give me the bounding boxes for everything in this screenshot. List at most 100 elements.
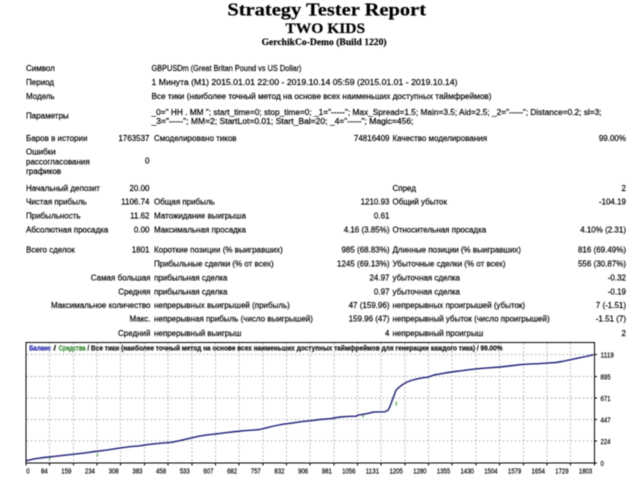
svg-text:Смоделировано тиков: Смоделировано тиков — [154, 134, 237, 143]
svg-text:224: 224 — [601, 437, 611, 446]
svg-text:682: 682 — [227, 467, 237, 476]
svg-text:_0=" HH . MM "; start_time=0;: _0=" HH . MM "; start_time=0; stop_time=… — [150, 108, 601, 117]
svg-text:533: 533 — [180, 467, 190, 476]
svg-text:84: 84 — [41, 467, 48, 476]
svg-text:Всего сделок: Всего сделок — [26, 245, 75, 254]
svg-text:непрерывный проигрыш: непрерывный проигрыш — [393, 329, 484, 338]
svg-text:Баланс / Средства / Все тики (: Баланс / Средства / Все тики (наиболее т… — [29, 343, 503, 352]
svg-text:0.00: 0.00 — [134, 225, 150, 234]
svg-text:159.96 (47): 159.96 (47) — [349, 315, 390, 324]
svg-text:11.62: 11.62 — [130, 211, 150, 220]
svg-text:Общий убыток: Общий убыток — [393, 198, 448, 207]
svg-text:308: 308 — [109, 467, 119, 476]
svg-text:0: 0 — [26, 467, 29, 476]
svg-text:-104.19: -104.19 — [599, 198, 627, 207]
svg-text:447: 447 — [601, 416, 611, 425]
svg-text:Качество моделирования: Качество моделирования — [393, 134, 488, 143]
svg-text:непрерывный выигрыш: непрерывный выигрыш — [154, 329, 241, 338]
svg-text:Символ: Символ — [26, 64, 55, 73]
svg-text:1654: 1654 — [532, 467, 545, 476]
svg-text:607: 607 — [203, 467, 213, 476]
svg-text:убыточная сделка: убыточная сделка — [393, 287, 461, 296]
svg-text:2: 2 — [622, 329, 627, 338]
svg-text:прибыльная сделка: прибыльная сделка — [154, 287, 228, 296]
svg-text:1504: 1504 — [484, 467, 497, 476]
svg-text:1803: 1803 — [579, 467, 592, 476]
svg-text:1205: 1205 — [389, 467, 402, 476]
svg-text:1106.74: 1106.74 — [121, 198, 150, 207]
svg-text:1430: 1430 — [461, 467, 474, 476]
svg-text:-1.51 (7): -1.51 (7) — [596, 315, 627, 324]
svg-text:Макс.: Макс. — [129, 315, 150, 324]
svg-text:Модель: Модель — [26, 92, 55, 101]
svg-text:убыточная сделка: убыточная сделка — [393, 273, 461, 282]
svg-text:Абсолютная просадка: Абсолютная просадка — [26, 225, 109, 234]
svg-text:1729: 1729 — [555, 467, 568, 476]
svg-text:383: 383 — [132, 467, 142, 476]
svg-text:1056: 1056 — [342, 467, 355, 476]
svg-text:159: 159 — [61, 467, 71, 476]
svg-text:Начальный депозит: Начальный депозит — [26, 184, 100, 193]
svg-text:895: 895 — [601, 372, 611, 381]
svg-text:47 (159.96): 47 (159.96) — [349, 301, 390, 310]
svg-text:Максимальная просадка: Максимальная просадка — [154, 225, 246, 234]
svg-text:Баров в истории: Баров в истории — [26, 134, 87, 143]
svg-text:Ошибки: Ошибки — [26, 147, 56, 156]
svg-text:Короткие позиции (% выигравших: Короткие позиции (% выигравших) — [154, 245, 283, 254]
svg-text:1131: 1131 — [366, 467, 379, 476]
svg-text:4: 4 — [385, 329, 390, 338]
svg-text:непрерывных проигрышей (убыток: непрерывных проигрышей (убыток) — [393, 301, 526, 310]
svg-text:непрерывный убыток (число прои: непрерывный убыток (число проигрышей) — [393, 315, 550, 324]
svg-text:прибыльная сделка: прибыльная сделка — [154, 273, 228, 282]
svg-text:816 (69.49%): 816 (69.49%) — [578, 245, 626, 254]
svg-text:непрерывных выигрышей (прибыль: непрерывных выигрышей (прибыль) — [154, 301, 290, 310]
svg-text:TWO KIDS: TWO KIDS — [285, 21, 365, 37]
svg-text:556 (30.87%): 556 (30.87%) — [578, 260, 626, 269]
svg-text:Общая прибыль: Общая прибыль — [154, 198, 215, 207]
svg-text:0.97: 0.97 — [374, 287, 390, 296]
svg-text:0.61: 0.61 — [374, 211, 390, 220]
svg-text:Все тики (наиболее точный мето: Все тики (наиболее точный метод на основ… — [152, 92, 492, 101]
svg-text:234: 234 — [85, 467, 95, 476]
svg-text:757: 757 — [251, 467, 261, 476]
svg-text:Strategy Tester Report: Strategy Tester Report — [227, 0, 426, 20]
svg-text:458: 458 — [156, 467, 166, 476]
svg-text:1763537: 1763537 — [118, 134, 150, 143]
svg-text:832: 832 — [274, 467, 284, 476]
svg-text:1210.93: 1210.93 — [361, 198, 390, 207]
svg-text:Относительная просадка: Относительная просадка — [393, 225, 487, 234]
svg-text:1245 (69.13%): 1245 (69.13%) — [337, 260, 390, 269]
svg-text:Убыточные сделки (% от всех): Убыточные сделки (% от всех) — [393, 260, 506, 269]
svg-text:GBPUSDm (Great Britan Pound vs: GBPUSDm (Great Britan Pound vs US Dollar… — [152, 64, 302, 73]
svg-text:непрерывная прибыль (число выи: непрерывная прибыль (число выигрышей) — [154, 315, 313, 324]
svg-text:1119: 1119 — [601, 351, 614, 360]
svg-text:981: 981 — [322, 467, 332, 476]
svg-text:рассогласования: рассогласования — [26, 157, 90, 166]
svg-text:1 Минута (M1) 2015.01.01 22:00: 1 Минута (M1) 2015.01.01 22:00 - 2019.10… — [152, 78, 458, 87]
svg-text:_3="-----"; MM=2; StartLot=0.0: _3="-----"; MM=2; StartLot=0.01; Start_B… — [150, 117, 413, 126]
svg-text:GerchikCo-Demo (Build 1220): GerchikCo-Demo (Build 1220) — [262, 37, 387, 48]
svg-text:графиков: графиков — [26, 167, 61, 176]
svg-text:74816409: 74816409 — [354, 134, 390, 143]
svg-text:0: 0 — [145, 157, 150, 166]
svg-text:Прибыльность: Прибыльность — [26, 211, 81, 220]
svg-text:1280: 1280 — [413, 467, 426, 476]
svg-text:4.10% (2.31): 4.10% (2.31) — [580, 225, 626, 234]
svg-text:Самая большая: Самая большая — [91, 273, 151, 282]
svg-text:1801: 1801 — [132, 245, 150, 254]
svg-text:4.16 (3.85%): 4.16 (3.85%) — [344, 225, 390, 234]
svg-text:985 (68.83%): 985 (68.83%) — [341, 245, 389, 254]
svg-text:99.00%: 99.00% — [599, 134, 626, 143]
svg-text:7 (-1.51): 7 (-1.51) — [596, 301, 627, 310]
svg-text:20.00: 20.00 — [129, 184, 150, 193]
svg-text:Длинные позиции (% выигравших): Длинные позиции (% выигравших) — [393, 245, 522, 254]
svg-text:Спред: Спред — [393, 184, 417, 193]
svg-text:671: 671 — [601, 394, 611, 403]
svg-text:Прибыльные сделки (% от всех): Прибыльные сделки (% от всех) — [154, 260, 274, 269]
svg-text:24.97: 24.97 — [369, 273, 390, 282]
svg-text:Средний: Средний — [118, 329, 151, 338]
svg-text:Максимальное количество: Максимальное количество — [51, 301, 151, 310]
svg-text:Параметры: Параметры — [26, 112, 69, 121]
svg-text:906: 906 — [298, 467, 308, 476]
svg-text:Средняя: Средняя — [118, 287, 150, 296]
